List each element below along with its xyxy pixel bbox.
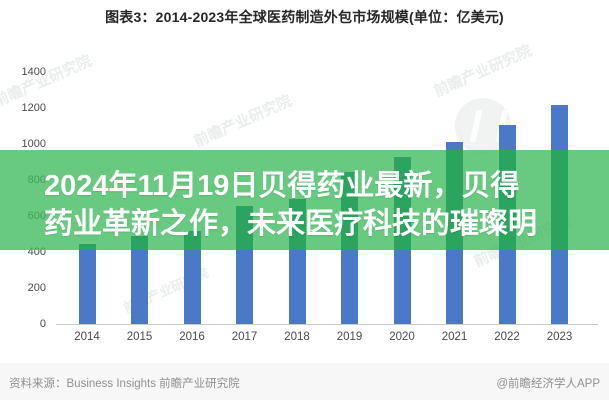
footer-source: 资料来源：Business Insights 前瞻产业研究院: [9, 378, 240, 390]
x-axis-tick-label: 2016: [179, 331, 205, 343]
bar-silhouette-2017: [236, 206, 253, 250]
footer-credit: @前瞻经济学人APP: [496, 378, 600, 390]
x-axis-tick-label: 2018: [284, 331, 310, 343]
bar-silhouette-2020: [393, 156, 411, 250]
bar-silhouette-2015: [131, 235, 148, 250]
x-axis-tick-label: 2017: [231, 331, 258, 343]
bar-silhouette-2014: [78, 243, 96, 250]
watermark-text: 前瞻产业研究院: [191, 92, 295, 151]
bar-silhouette-2019: [341, 171, 358, 250]
bar-silhouette-2023: [551, 150, 568, 250]
y-axis-tick-label: 1400: [21, 66, 46, 78]
y-axis-tick-label: 1200: [21, 102, 46, 114]
bar-2015: [131, 235, 148, 324]
footer-bar: 资料来源：Business Insights 前瞻产业研究院 @前瞻经济学人AP…: [0, 363, 609, 400]
x-axis-tick-label: 2022: [494, 331, 520, 343]
x-axis-tick-label: 2023: [546, 331, 573, 343]
y-axis-tick-label: 0: [39, 318, 46, 330]
x-axis-tick-label: 2014: [74, 331, 100, 343]
overlay-banner-text-line2: 药业革新之作，未来医疗科技的璀璨明: [44, 208, 538, 240]
bar-2016: [183, 231, 201, 324]
watermark-text: 前瞻产业研究院: [431, 42, 535, 101]
bar-2014: [78, 243, 96, 324]
x-axis-tick-label: 2019: [336, 331, 363, 343]
x-axis-tick-label: 2015: [126, 331, 153, 343]
bar-silhouette-2021: [446, 150, 463, 250]
y-axis-tick-label: 200: [27, 282, 46, 294]
overlay-banner-text-line1: 2024年11月19日贝得药业最新，贝得: [44, 170, 520, 202]
y-axis-tick-label: 1000: [21, 138, 46, 150]
x-axis-tick-label: 2021: [441, 331, 468, 343]
bar-silhouette-2016: [183, 231, 201, 250]
x-axis-line: [56, 324, 598, 325]
bar-silhouette-2018: [288, 198, 306, 250]
bar-silhouette-2022: [498, 150, 516, 250]
x-axis-tick-label: 2020: [389, 331, 415, 343]
chart-title: 图表3：2014-2023年全球医药制造外包市场规模(单位：亿美元): [105, 9, 504, 25]
